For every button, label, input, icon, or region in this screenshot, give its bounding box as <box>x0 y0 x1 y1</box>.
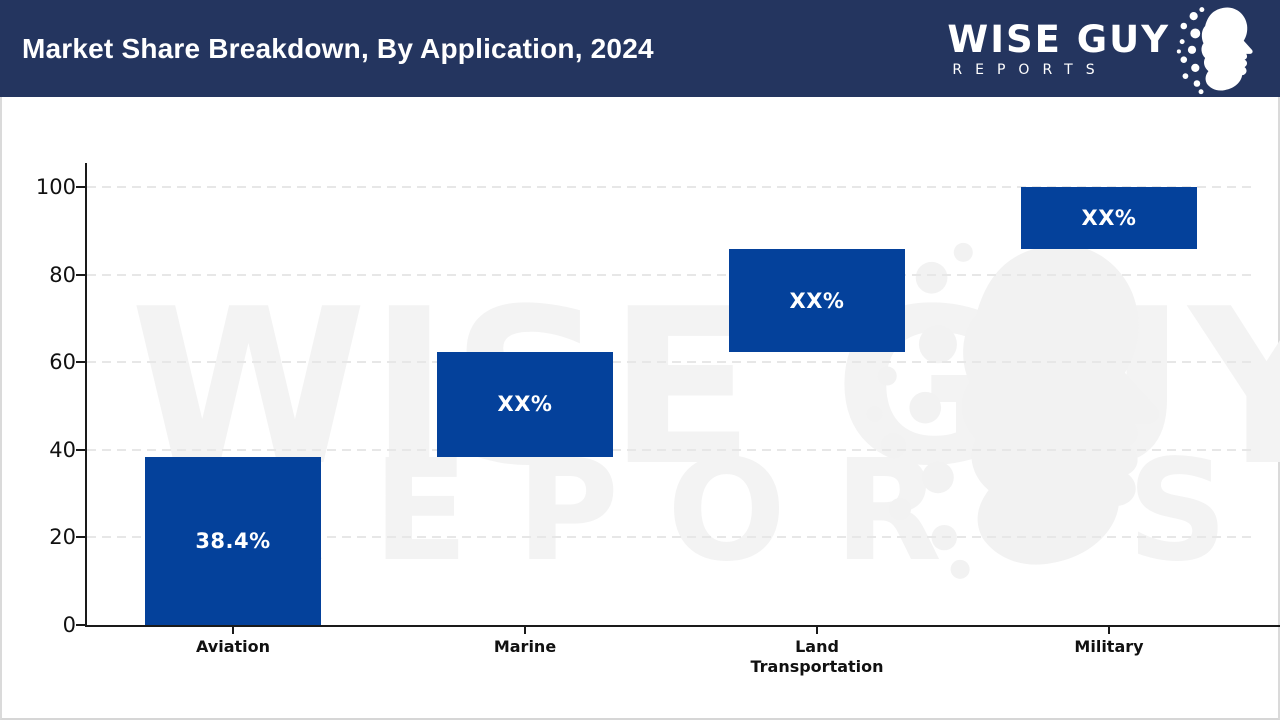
plot-area: 38.4% XX% XX% XX% <box>87 165 1255 625</box>
x-tick-label: Aviation <box>195 637 271 656</box>
bar-value-label: XX% <box>1081 205 1137 230</box>
wise-guy-logo-text: WISE GUY REPORTS <box>947 21 1170 77</box>
bar-aviation: 38.4% <box>145 456 321 625</box>
y-tick-mark <box>76 624 85 626</box>
y-tick-mark <box>76 273 85 276</box>
bar-marine: XX% <box>437 352 613 457</box>
x-tick-label: Land Transportation <box>750 637 884 676</box>
x-tick-label: Military <box>1074 637 1144 656</box>
gridline <box>87 273 1255 276</box>
y-tick-mark <box>76 448 85 451</box>
bar-value-label: XX% <box>497 392 553 417</box>
x-tick-label: Marine <box>493 637 557 656</box>
x-tick-mark <box>1108 627 1110 634</box>
header-bar: Market Share Breakdown, By Application, … <box>0 0 1280 97</box>
y-tick-mark <box>76 536 85 539</box>
gridline <box>87 448 1255 451</box>
bar-value-label: 38.4% <box>195 528 271 553</box>
bar-military: XX% <box>1021 186 1197 250</box>
x-tick-mark <box>816 627 818 634</box>
bar-land-transportation: XX% <box>729 249 905 353</box>
wise-guy-face-icon <box>1176 6 1253 94</box>
y-tick-label: 20 <box>49 525 76 550</box>
y-tick-label: 40 <box>49 437 76 462</box>
y-tick-label: 60 <box>49 350 76 375</box>
page-title: Market Share Breakdown, By Application, … <box>22 32 654 64</box>
wise-guy-logo: WISE GUY REPORTS <box>947 3 1258 95</box>
y-tick-label: 80 <box>49 262 76 287</box>
y-tick-label: 0 <box>62 613 76 637</box>
gridline <box>87 361 1255 364</box>
x-tick-mark <box>232 627 234 634</box>
y-tick-label: 100 <box>35 174 76 199</box>
gridline <box>87 185 1255 188</box>
bar-value-label: XX% <box>789 288 845 313</box>
y-tick-mark <box>76 361 85 364</box>
gridline <box>87 536 1255 539</box>
chart-canvas: WISE GUY REPORTS 38.4% XX% XX% XX% 0 20 40 60 8… <box>0 97 1280 720</box>
x-axis-line <box>85 625 1280 627</box>
y-axis-line <box>85 163 87 627</box>
x-tick-mark <box>524 627 526 634</box>
y-tick-mark <box>76 185 85 188</box>
logo-wise-guy-label: WISE GUY <box>947 17 1170 61</box>
logo-reports-label: REPORTS <box>952 61 1108 78</box>
